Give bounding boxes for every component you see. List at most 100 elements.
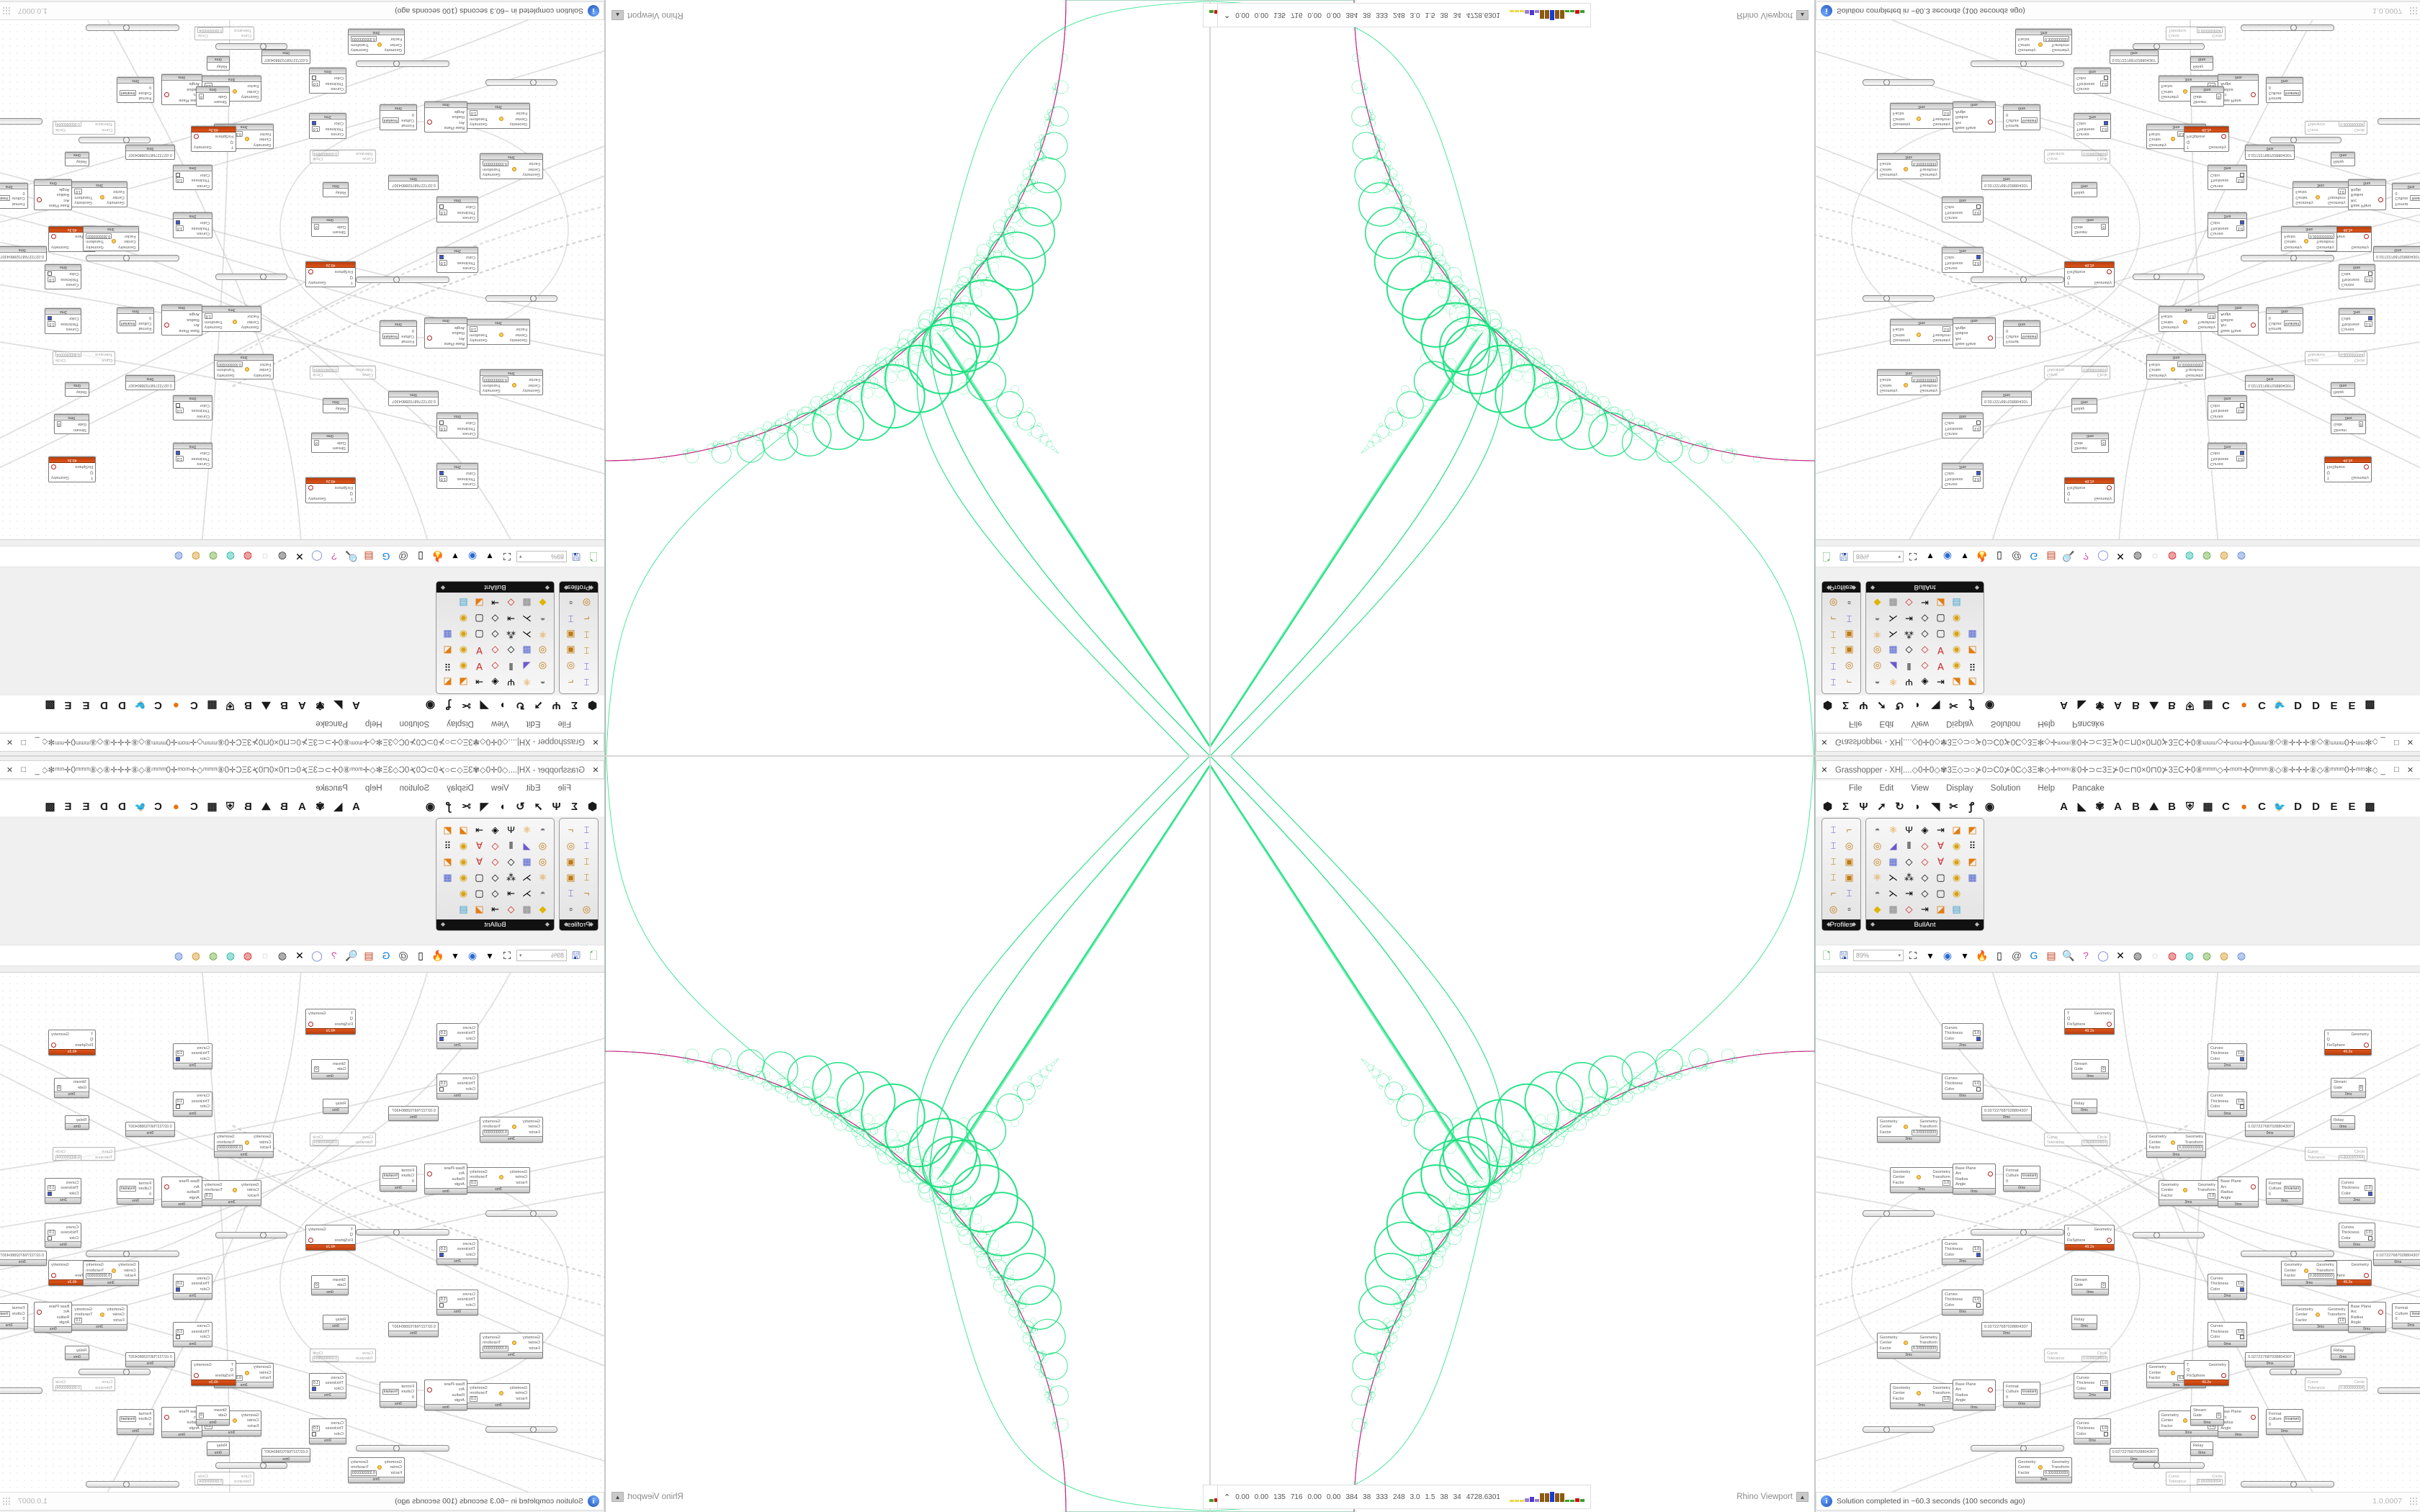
color-swatch[interactable] [439,1252,444,1257]
param-value[interactable]: Invariant [120,89,137,96]
color-swatch[interactable] [439,255,444,260]
gh-component[interactable]: Curves Thickness 1.0 Color 2ms [172,443,212,469]
toolbar-help-box-icon[interactable]: ? [331,551,337,562]
palette-icon-picture-icon[interactable]: ▩ [1888,904,1898,914]
toolbar-new-file-icon[interactable]: 🗋 [589,551,598,562]
param-value[interactable]: 0 [314,439,319,446]
number-slider[interactable] [86,255,179,261]
palette-icon-i-beam-hand-icon[interactable]: ⌶ [1846,888,1852,899]
palette-icon-warp-surface-icon[interactable]: ◩ [1968,824,1977,835]
gh-component[interactable]: Curve Circle Tolerance 0.0000000004 [52,1377,116,1392]
palette-icon-blue-cube-icon[interactable]: ▦ [1888,856,1898,867]
color-swatch[interactable] [175,1056,180,1061]
color-swatch[interactable] [1976,1252,1981,1257]
rhino-viewport[interactable]: Rhino Viewport ▲ [1210,0,1815,756]
palette-icon-bolt-icon[interactable]: ◉ [1952,661,1961,672]
gh-component[interactable]: Curves Thickness 1.0 Color 0ms [172,395,212,421]
color-swatch[interactable] [2240,1287,2245,1292]
toolbar-caret-icon[interactable]: ▾ [1927,950,1933,961]
ribbon-letter-d-icon[interactable]: D [100,699,108,712]
param-value[interactable]: 1.0 [175,408,184,414]
zoom-level-caret[interactable]: ▾ [519,953,522,958]
ribbon-letter-b-icon[interactable]: B [280,800,288,813]
palette-icon-peel-surface-icon[interactable]: ◢ [1889,840,1897,851]
ribbon-shield-icon[interactable]: ⛨ [225,800,235,813]
param-value[interactable]: 0.0000000004 [2081,1140,2107,1146]
gh-component[interactable]: Curves Thickness 1.0 Color 2ms [2338,1178,2375,1204]
palette-icon-bolt-icon[interactable]: ◉ [1952,645,1961,656]
palette-icon-node-web-icon[interactable]: ⁂ [1904,629,1914,640]
gh-component[interactable]: Curve Circle Tolerance 0.0000000004 [52,120,116,135]
rhino-viewport[interactable]: Rhino Viewport ▲ [1210,756,1815,1512]
toolbar-save-icon[interactable]: 🖫 [572,950,581,961]
param-value[interactable]: 1.0 [1942,326,1950,333]
ribbon-orange-dot-icon[interactable]: ● [172,699,180,712]
param-value[interactable]: Invariant [120,1186,137,1192]
ribbon-spiral-icon[interactable]: ↻ [1895,800,1904,813]
gh-component[interactable]: 0.027227687028804307 0ms [2245,1352,2295,1367]
ribbon-hook-icon[interactable]: ꝭ [1968,800,1975,813]
ribbon-moon-blob-icon[interactable]: ◗ [1914,800,1922,813]
palette-icon-square-tube-icon[interactable]: ▣ [1845,629,1854,640]
param-value[interactable]: 1.0 [470,1395,478,1402]
param-value[interactable]: 0.3333333333 [483,1345,508,1351]
toolbar-cross-curves-icon[interactable]: ✕ [2116,950,2125,961]
menu-item-help[interactable]: Help [2038,784,2056,793]
ribbon-letter-d-icon[interactable]: D [2312,800,2320,813]
viewport-dropdown-arrow[interactable]: ▲ [611,10,624,20]
number-slider[interactable] [79,137,151,143]
palette-caret-right[interactable]: ◆ [564,585,569,591]
gh-component[interactable]: Curves Thickness 1.0 Color 2ms [1942,1023,1984,1049]
grasshopper-canvas[interactable]: Curves Thickness 1.0 Color 2ms Curves Thicknes… [1816,972,2420,1492]
palette-icon-bolt-icon[interactable]: ◉ [1952,613,1961,624]
palette-icon-i-beam-hand-icon[interactable]: ⌶ [568,888,574,899]
gh-component[interactable]: Curves Thickness 1.0 Color 0ms [45,264,82,290]
menu-item-view[interactable]: View [490,784,509,793]
palette-icon-circle-tube-icon[interactable]: ◎ [1873,645,1882,656]
palette-label[interactable]: Profiles ◆ ◆ [1822,919,1860,930]
gh-component[interactable]: Curves Thickness 1.0 Color 2ms [172,212,212,238]
param-value[interactable]: Invariant [382,1389,399,1395]
ribbon-halftone-icon[interactable]: ▩ [2365,800,2375,813]
slider-knob[interactable] [530,1426,537,1433]
palette-caret-left[interactable]: ◆ [544,585,550,591]
slider-knob[interactable] [1883,295,1890,302]
slider-knob[interactable] [123,1481,130,1488]
close-button[interactable]: ✕ [2406,765,2414,775]
menu-item-solution[interactable]: Solution [1990,719,2021,728]
toolbar-notes-icon[interactable]: ▤ [2046,551,2056,562]
palette-icon-i-beam-hand-icon[interactable]: ⌶ [583,840,590,851]
palette-icon-angle-icon[interactable]: ⌐ [583,613,590,624]
palette-icon-red-quad-icon[interactable]: ◇ [491,661,499,672]
ribbon-letter-c-icon[interactable]: C [190,699,198,712]
param-value[interactable]: Invariant [2021,333,2038,339]
param-value[interactable]: 0.0000000004 [2196,1479,2223,1485]
palette-icon-blue-cube-icon[interactable]: ▦ [522,856,532,867]
toolbar-drop-orange-icon[interactable]: ◍ [191,551,201,562]
ribbon-sigma-icon[interactable]: Σ [1842,699,1849,712]
param-value[interactable]: 0.3333333333 [216,1145,243,1151]
toolbar-caret-icon[interactable]: ▾ [1962,950,1968,961]
gh-component[interactable]: Curve Circle Tolerance 0.0000000004 [194,27,255,41]
color-swatch[interactable] [175,1104,180,1110]
gh-component[interactable]: Curves Thickness 1.0 Color 2ms [436,463,478,489]
palette-icon-bolt-icon[interactable]: ◉ [459,872,468,883]
ribbon-hexagon-blob-icon[interactable]: ⬢ [587,800,598,813]
param-value[interactable]: 1.0 [1973,1246,1981,1253]
ribbon-moon-blob-icon[interactable]: ◗ [1914,699,1922,712]
toolbar-drop-teal-icon[interactable]: ◍ [2184,551,2195,562]
